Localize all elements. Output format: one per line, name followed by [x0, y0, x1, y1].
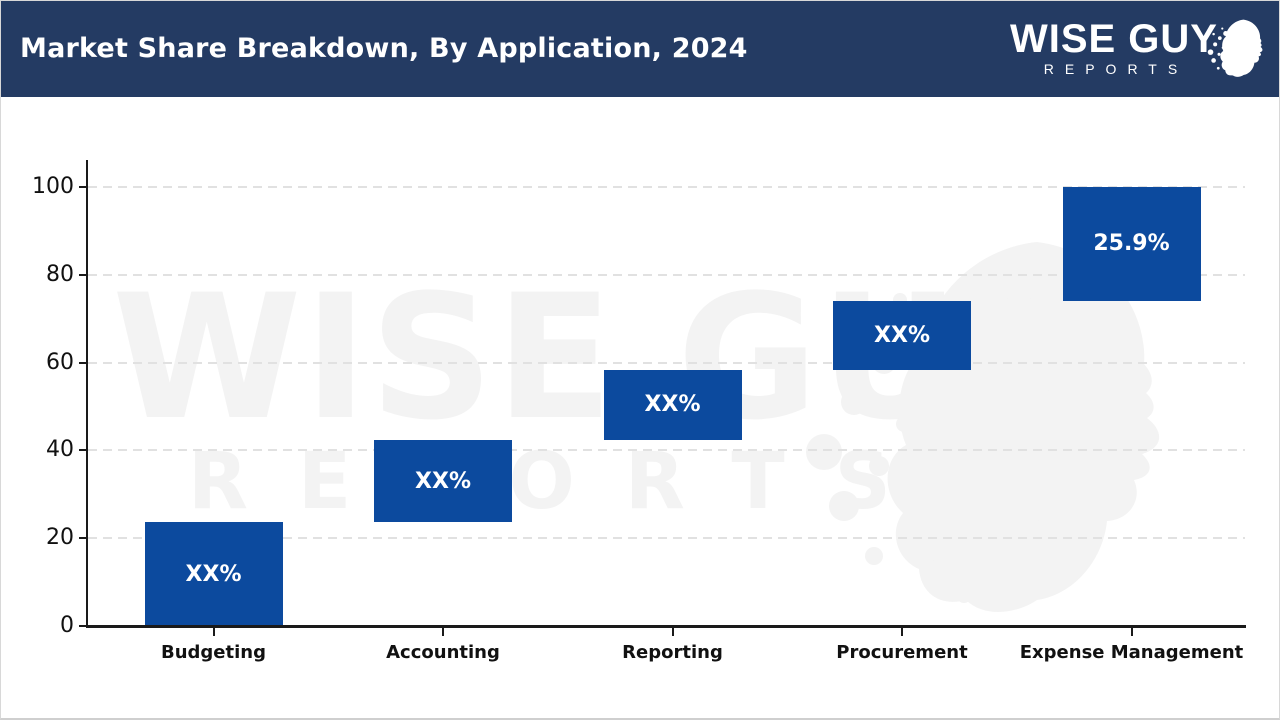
- x-axis-tick: [1130, 628, 1133, 636]
- brand-logo: WISE GUY REPORTS: [1010, 8, 1266, 86]
- plot-area: 0 20 40 60 80 100 XX% Budgeting XX% Accounting XX%…: [32, 160, 1246, 663]
- bar-label: 25.9%: [1093, 231, 1170, 257]
- x-axis-tick: [901, 628, 903, 636]
- bar: XX%: [374, 439, 512, 523]
- bar: XX%: [144, 522, 283, 626]
- y-axis: [86, 160, 88, 627]
- brand-subname: REPORTS: [1043, 60, 1189, 77]
- y-tick-label: 60: [46, 349, 74, 375]
- header-bar: Market Share Breakdown, By Application, …: [0, 0, 1280, 97]
- bar-label: XX%: [644, 392, 701, 418]
- y-axis-tick: [79, 449, 86, 452]
- brand-name: WISE GUY: [1009, 16, 1218, 61]
- x-axis-tick: [212, 628, 215, 636]
- brand-logo-text: WISE GUY REPORTS: [1010, 18, 1218, 77]
- x-axis: [86, 625, 1246, 628]
- y-tick-label: 20: [46, 525, 74, 551]
- gridline: [88, 449, 1245, 452]
- x-axis-tick: [671, 628, 674, 636]
- y-tick-label: 0: [60, 613, 74, 638]
- gridline: [88, 361, 1245, 364]
- x-tick-label: Procurement: [836, 642, 968, 663]
- chart-canvas: WISE GUY REPORTS 0 20 40 60 80 100 XX% Budgetin…: [0, 97, 1280, 720]
- y-tick-label: 40: [46, 437, 74, 463]
- gridline: [88, 537, 1245, 540]
- bar-label: XX%: [415, 468, 471, 494]
- bar: XX%: [833, 300, 971, 370]
- page-title: Market Share Breakdown, By Application, …: [20, 33, 748, 64]
- gridline: [88, 186, 1245, 188]
- x-tick-label: Accounting: [386, 642, 500, 663]
- bar: XX%: [603, 369, 742, 440]
- y-axis-tick: [79, 625, 86, 627]
- x-tick-label: Reporting: [622, 642, 723, 663]
- bar: 25.9%: [1062, 187, 1201, 301]
- y-axis-tick: [79, 537, 86, 540]
- y-tick-label: 80: [46, 261, 74, 287]
- x-tick-label: Expense Management: [1019, 642, 1244, 663]
- bar-label: XX%: [185, 561, 242, 587]
- y-tick-label: 100: [32, 174, 74, 199]
- x-axis-tick: [442, 628, 444, 636]
- bar-label: XX%: [874, 322, 930, 348]
- y-axis-tick: [79, 273, 86, 276]
- watermark-subtext: REPORTS: [188, 437, 941, 527]
- y-axis-tick: [79, 361, 86, 364]
- y-axis-tick: [79, 186, 86, 188]
- x-tick-label: Budgeting: [161, 642, 266, 663]
- brand-head-icon: [1204, 8, 1266, 86]
- gridline: [88, 273, 1245, 276]
